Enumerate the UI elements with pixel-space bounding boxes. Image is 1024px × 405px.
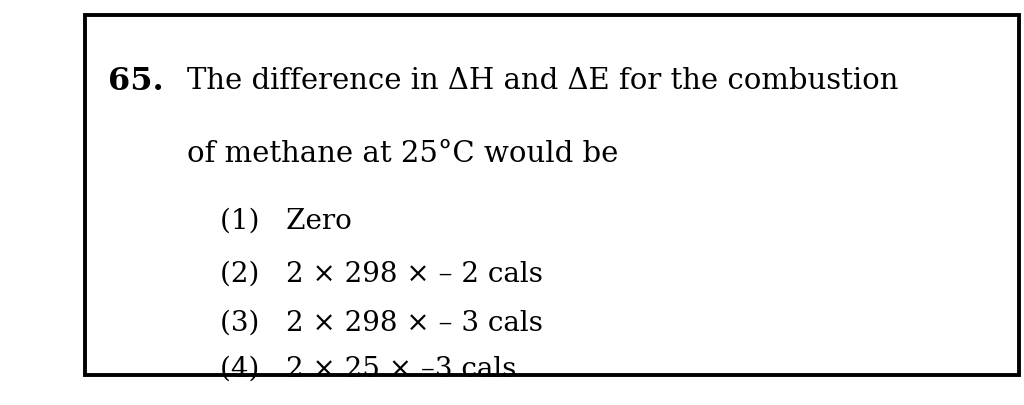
- Text: 65.: 65.: [108, 66, 163, 96]
- Text: (3)   2 × 298 × – 3 cals: (3) 2 × 298 × – 3 cals: [220, 309, 543, 335]
- Bar: [85, 16, 1019, 375]
- Text: (1)   Zero: (1) Zero: [220, 207, 352, 234]
- Text: of methane at 25°C would be: of methane at 25°C would be: [187, 140, 618, 168]
- Text: (2)   2 × 298 × – 2 cals: (2) 2 × 298 × – 2 cals: [220, 260, 543, 287]
- Text: The difference in ΔH and ΔE for the combustion: The difference in ΔH and ΔE for the comb…: [187, 67, 899, 95]
- Text: (4)   2 × 25 × –3 cals: (4) 2 × 25 × –3 cals: [220, 355, 516, 382]
